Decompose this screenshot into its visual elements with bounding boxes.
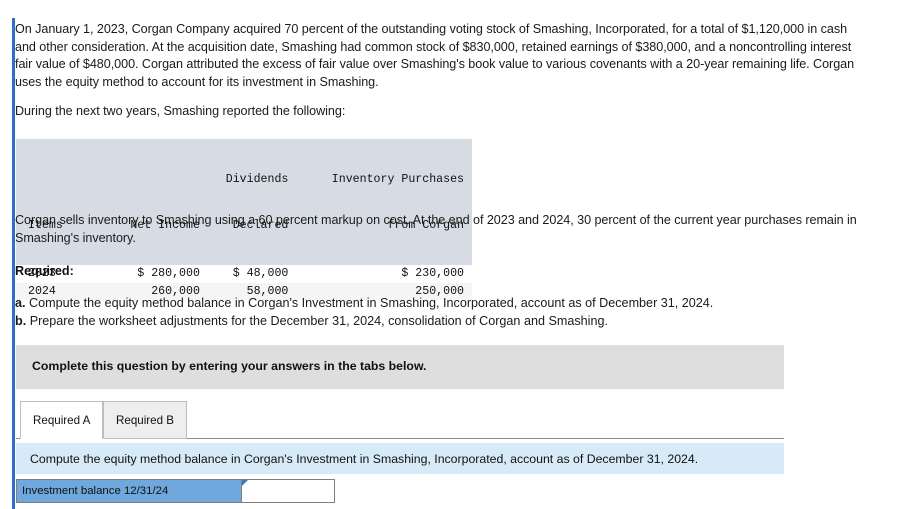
column-header-inventory-line1: Inventory Purchases xyxy=(331,172,464,186)
tab-required-a-label: Required A xyxy=(33,413,91,427)
column-header-net-income-line2: Net Income xyxy=(130,219,200,233)
requirement-marker-b: b. xyxy=(15,313,27,328)
complete-question-banner: Complete this question by entering your … xyxy=(16,345,784,389)
requirement-instruction-bar: Compute the equity method balance in Cor… xyxy=(16,443,784,474)
cell-comment-marker-icon xyxy=(242,480,248,486)
requirement-item-a: a. Compute the equity method balance in … xyxy=(15,295,875,313)
cell-inventory-2023: $ 230,000 xyxy=(401,267,464,281)
answer-label-text: Investment balance 12/31/24 xyxy=(22,485,169,497)
column-header-inventory-line2: from Corgan xyxy=(387,219,464,233)
requirement-text-b: Prepare the worksheet adjustments for th… xyxy=(29,313,608,328)
column-header-items: Items xyxy=(16,139,111,265)
table-body: 2023 $ 280,000 $ 48,000 $ 230,000 2024 2… xyxy=(16,265,472,301)
investment-balance-input[interactable] xyxy=(242,480,334,502)
cell-dividends-2024: 58,000 xyxy=(246,284,289,298)
requirement-instruction-text: Compute the equity method balance in Cor… xyxy=(30,451,699,466)
markup-paragraph: Corgan sells inventory to Smashing using… xyxy=(15,213,857,245)
required-heading: Required: xyxy=(15,264,74,278)
column-header-net-income: Net Income xyxy=(111,139,208,265)
requirement-marker-a: a. xyxy=(15,296,26,310)
left-accent-rule xyxy=(12,18,15,509)
intro-paragraph: On January 1, 2023, Corgan Company acqui… xyxy=(15,22,855,89)
column-header-dividends-line1: Dividends xyxy=(225,172,289,186)
table-header-row: Items Net Income Dividends Declared Inve… xyxy=(16,139,472,266)
requirement-item-b: b. Prepare the worksheet adjustments for… xyxy=(15,313,875,331)
cell-dividends-2023: $ 48,000 xyxy=(232,267,289,281)
cell-inventory-2024: 250,000 xyxy=(415,284,464,298)
table-row: 2023 $ 280,000 $ 48,000 $ 230,000 xyxy=(16,265,472,283)
financial-summary-table: Items Net Income Dividends Declared Inve… xyxy=(16,139,472,301)
answer-entry-row: Investment balance 12/31/24 xyxy=(16,479,335,503)
column-header-inventory-purchases: Inventory Purchases from Corgan xyxy=(296,139,472,265)
answer-label-cell: Investment balance 12/31/24 xyxy=(16,479,242,503)
tab-required-b-label: Required B xyxy=(116,413,175,427)
tab-required-b[interactable]: Required B xyxy=(103,401,188,439)
cell-items-2023: 2023 xyxy=(28,267,56,281)
column-header-items-line2: Items xyxy=(28,219,63,233)
during-paragraph: During the next two years, Smashing repo… xyxy=(15,104,346,118)
requirement-text-a: Compute the equity method balance in Cor… xyxy=(29,296,714,310)
tabs-underline xyxy=(16,438,784,439)
cell-net-income-2023: $ 280,000 xyxy=(137,267,200,281)
cell-net-income-2024: 260,000 xyxy=(151,284,200,298)
column-header-dividends-declared: Dividends Declared xyxy=(208,139,296,265)
requirements-list: a. Compute the equity method balance in … xyxy=(15,295,875,330)
column-header-dividends-line2: Declared xyxy=(232,219,289,233)
tab-required-a[interactable]: Required A xyxy=(20,401,104,439)
tabs-strip: Required A Required B xyxy=(16,401,784,442)
answer-input-cell[interactable] xyxy=(242,479,335,503)
table-header: Items Net Income Dividends Declared Inve… xyxy=(16,139,472,266)
table-row: 2024 260,000 58,000 250,000 xyxy=(16,282,472,301)
complete-question-banner-text: Complete this question by entering your … xyxy=(32,359,427,373)
cell-items-2024: 2024 xyxy=(28,284,56,298)
